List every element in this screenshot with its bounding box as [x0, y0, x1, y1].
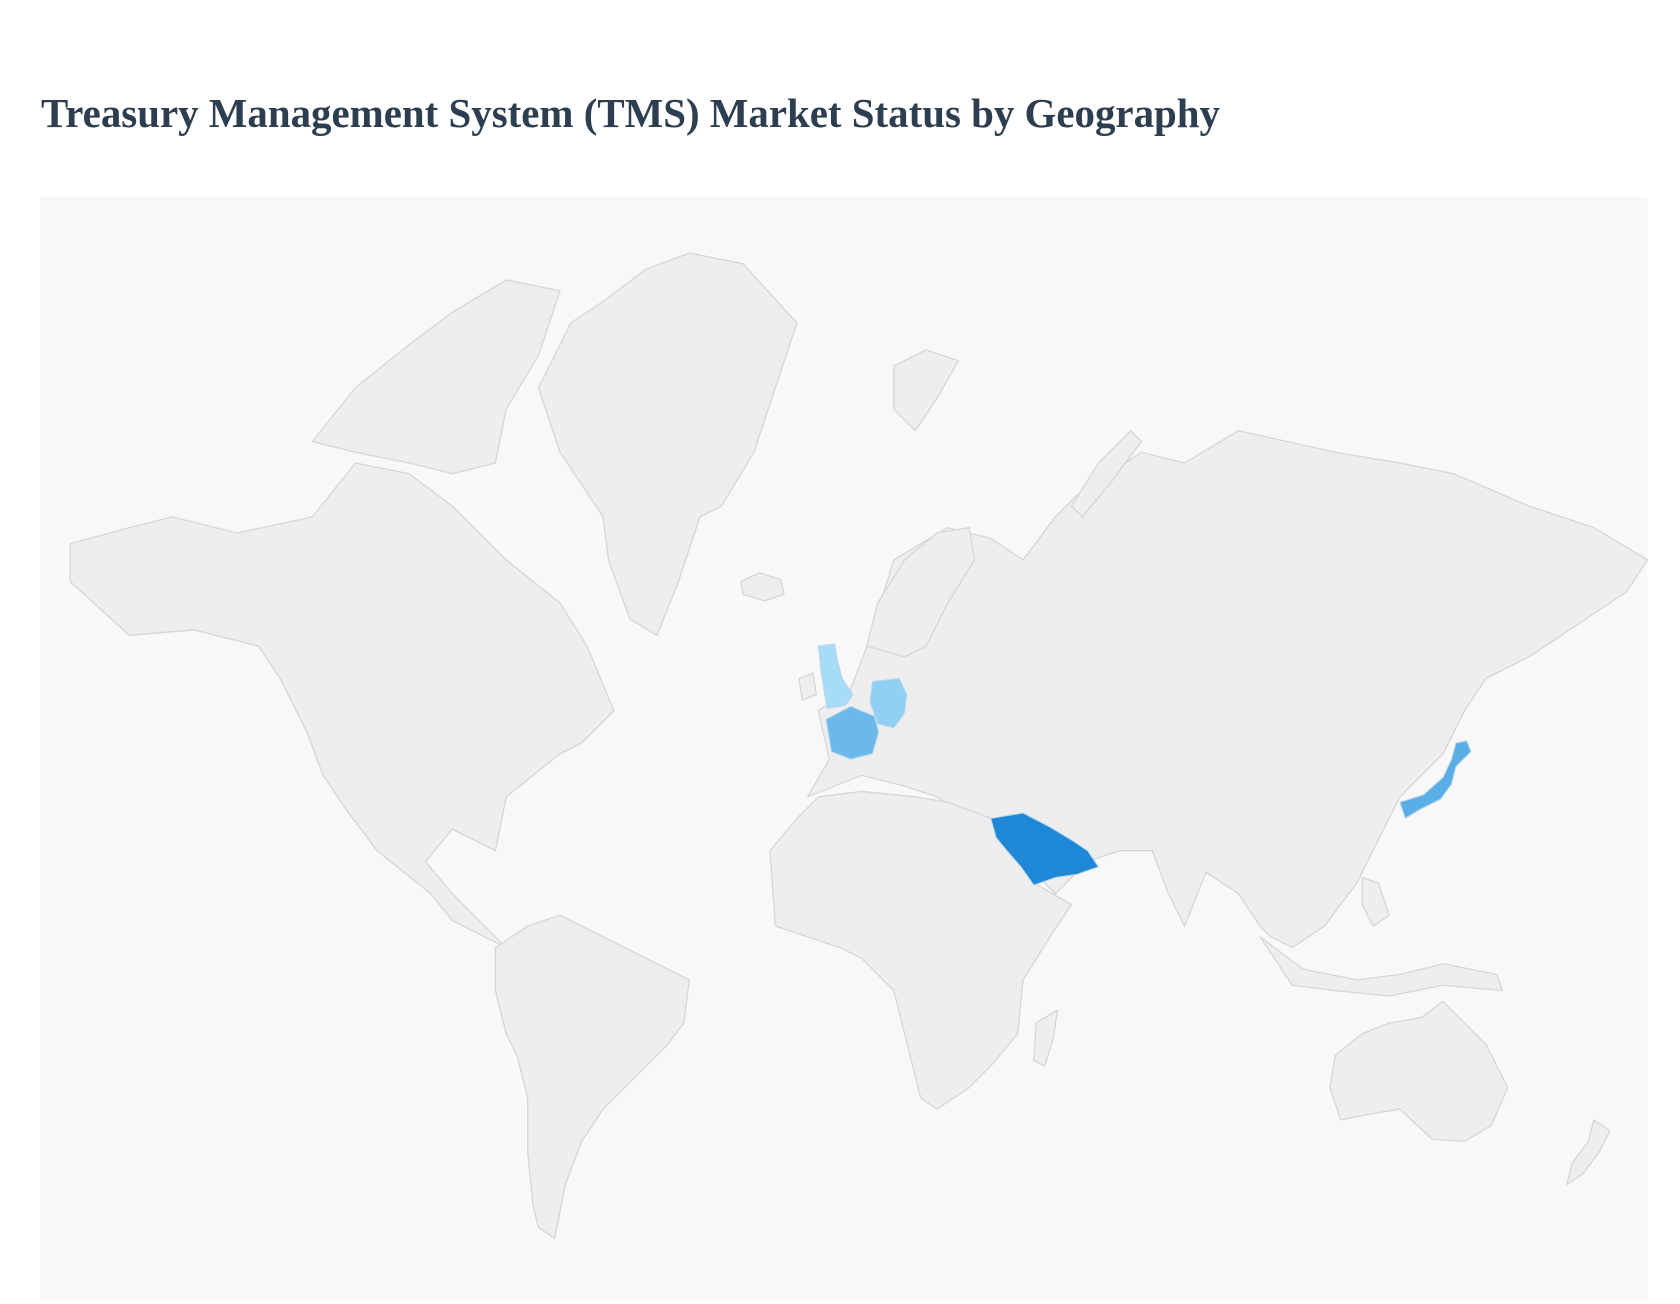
africa	[769, 790, 1073, 1110]
france	[825, 705, 880, 760]
australia	[1329, 1000, 1509, 1143]
novaya-zemlya	[1070, 430, 1143, 518]
highlighted-countries	[817, 643, 1472, 886]
iceland	[740, 572, 785, 602]
north-america	[69, 462, 615, 949]
greenland	[537, 252, 798, 636]
philippines	[1361, 876, 1390, 927]
madagascar	[1033, 1009, 1059, 1067]
scandinavia	[866, 526, 976, 658]
saudi-arabia	[990, 812, 1099, 886]
south-america	[494, 914, 690, 1239]
uk-ireland-outline	[798, 672, 817, 701]
page-title: Treasury Management System (TMS) Market …	[41, 91, 1221, 136]
new-zealand	[1566, 1119, 1611, 1186]
indonesia	[1259, 936, 1503, 997]
world-map	[69, 252, 1649, 1239]
united-kingdom	[817, 643, 854, 710]
svalbard	[893, 349, 960, 432]
japan	[1399, 740, 1472, 819]
germany	[869, 677, 908, 729]
arctic-islands	[311, 279, 561, 475]
